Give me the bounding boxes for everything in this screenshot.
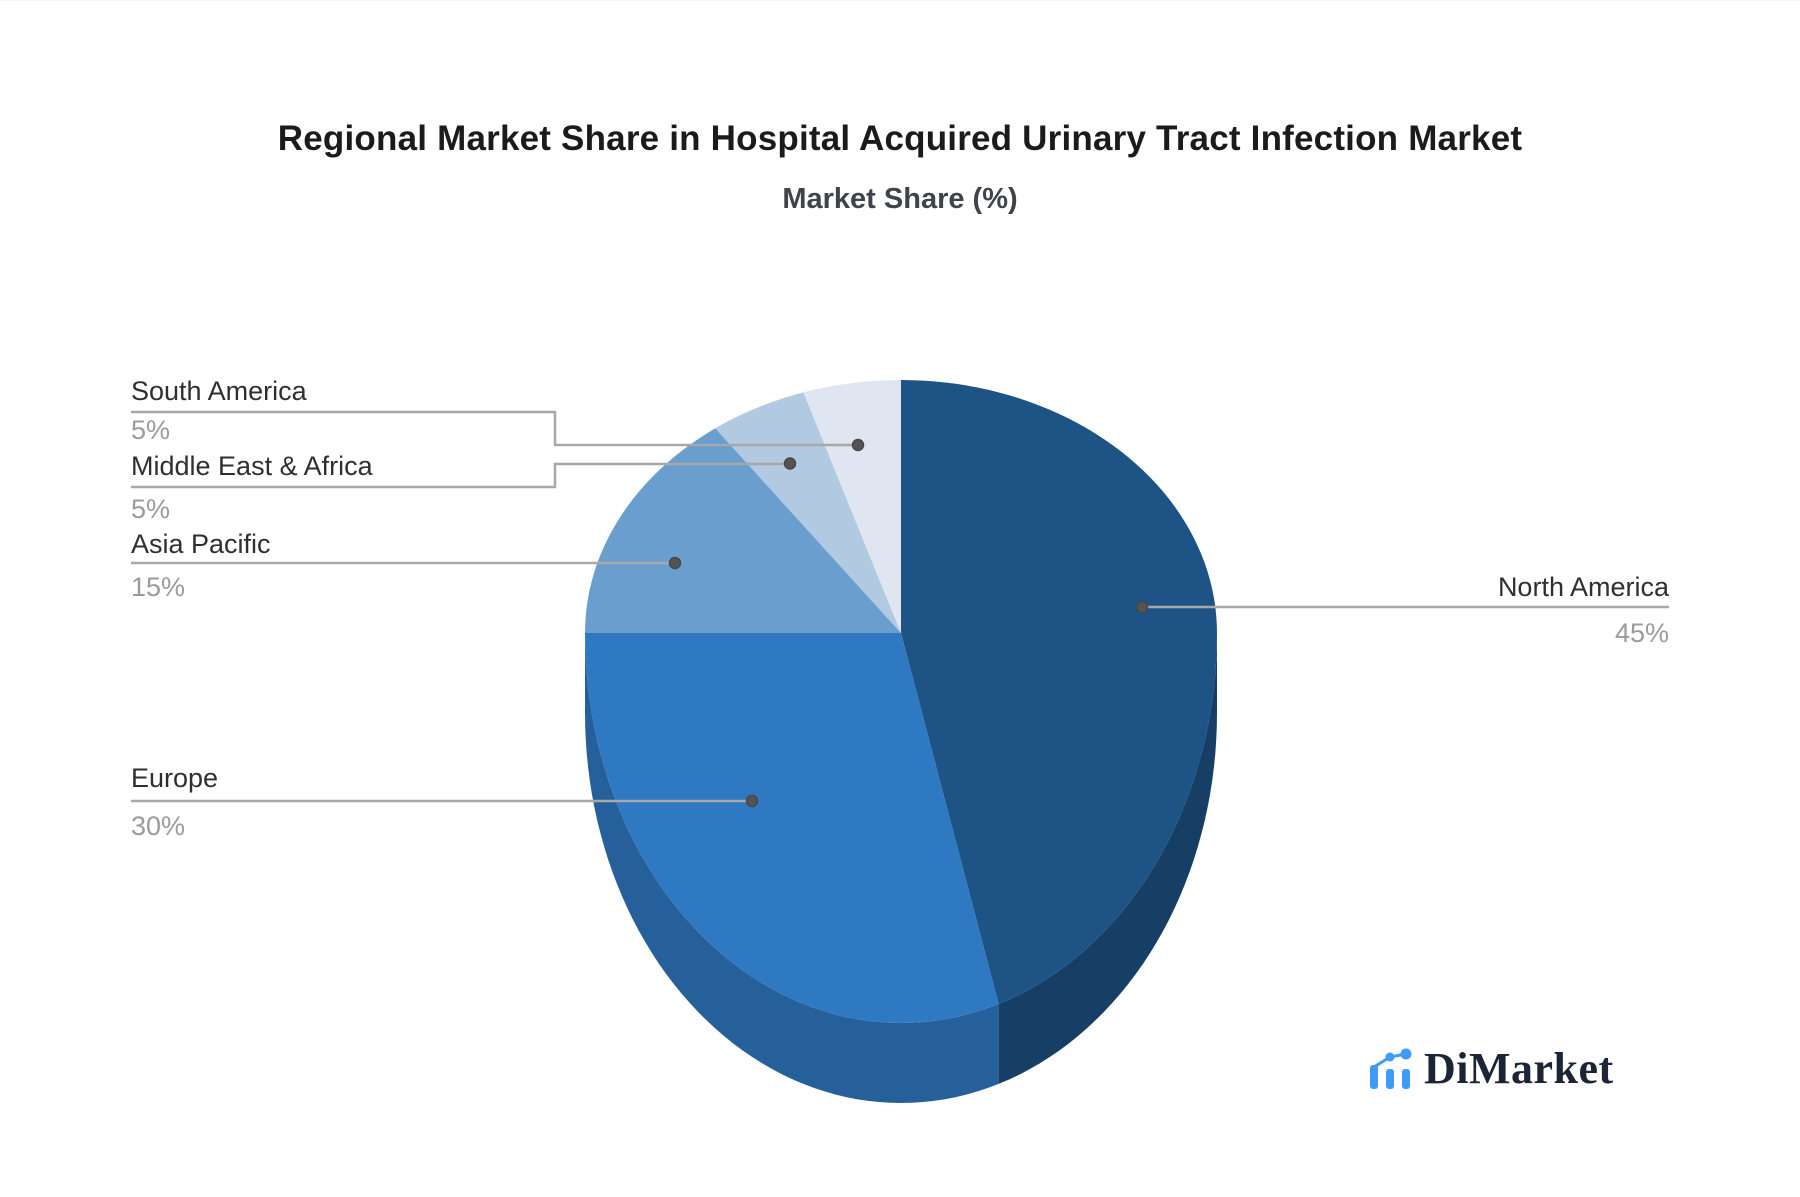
brand-logo-text: DiMarket bbox=[1424, 1044, 1614, 1093]
slice-label-south-america: South America bbox=[131, 376, 307, 406]
slice-pct-north-america: 45% bbox=[1614, 618, 1669, 648]
slice-label-asia-pacific: Asia Pacific bbox=[131, 529, 271, 559]
bar-line-chart-icon bbox=[1370, 1048, 1412, 1089]
pie-slice-north-america bbox=[901, 380, 1217, 1004]
callout-dot-middle-east-africa bbox=[783, 457, 797, 470]
pie-slice-side-europe bbox=[585, 633, 999, 1103]
chart-title: Regional Market Share in Hospital Acquir… bbox=[277, 119, 1523, 158]
pie-slice-asia-pacific bbox=[585, 428, 901, 633]
slice-pct-asia-pacific: 15% bbox=[131, 572, 186, 602]
slice-label-middle-east-africa: Middle East & Africa bbox=[131, 451, 373, 481]
pie-slice-side-north-america bbox=[998, 633, 1217, 1084]
callout-dot-south-america bbox=[851, 438, 865, 452]
slice-pct-middle-east-africa: 5% bbox=[131, 494, 171, 524]
slice-label-europe: Europe bbox=[131, 763, 219, 793]
pie-slice-europe bbox=[585, 633, 999, 1023]
pie-slice-middle-east-africa bbox=[715, 392, 901, 633]
slice-label-north-america: North America bbox=[1497, 572, 1669, 602]
slice-pct-europe: 30% bbox=[131, 811, 186, 841]
slice-pct-south-america: 5% bbox=[131, 415, 171, 445]
brand-logo: DiMarket bbox=[1368, 1045, 1614, 1093]
callout-dot-north-america bbox=[1135, 600, 1149, 614]
callout-dot-asia-pacific bbox=[668, 556, 682, 570]
callout-line-middle-east-africa bbox=[131, 462, 790, 489]
pie-slice-south-america bbox=[803, 380, 901, 633]
callout-line-south-america bbox=[131, 410, 858, 447]
chart-subtitle: Market Share (%) bbox=[782, 183, 1018, 215]
callout-dot-europe bbox=[745, 794, 759, 808]
